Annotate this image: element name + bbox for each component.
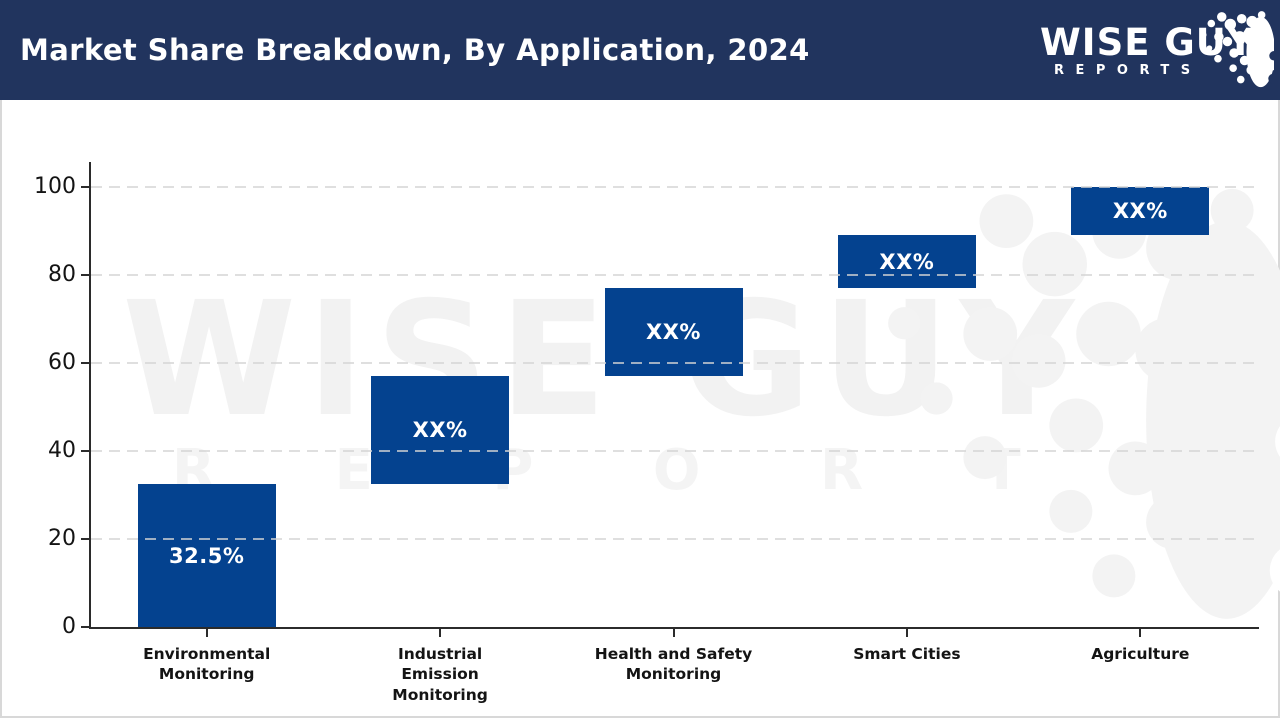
y-axis-tick-label: 100 xyxy=(34,174,76,199)
gridline-80 xyxy=(91,274,1255,276)
y-axis-tick-label: 20 xyxy=(48,526,76,551)
chart-canvas: WISE GUY R E P O R T S 0 20 40 60 80 100 32.5%… xyxy=(0,100,1280,718)
y-axis-tick-20 xyxy=(81,538,89,540)
y-axis-tick-label: 80 xyxy=(48,262,76,287)
gridline-20 xyxy=(91,538,1255,540)
x-axis-line xyxy=(89,627,1259,629)
y-axis-tick-label: 60 xyxy=(48,350,76,375)
category-label: Agriculture xyxy=(1091,645,1190,663)
y-axis-tick-100 xyxy=(81,186,89,188)
y-axis-tick-40 xyxy=(81,450,89,452)
watermark-subtext: R E P O R T S xyxy=(172,438,1231,503)
bar: XX% xyxy=(1071,187,1210,236)
x-axis-tick xyxy=(439,629,442,637)
y-axis-tick-60 xyxy=(81,362,89,364)
category-label: Health and Safety Monitoring xyxy=(594,645,753,684)
bar-value-label: XX% xyxy=(1112,199,1168,224)
x-axis-tick xyxy=(672,629,675,637)
bar-value-label: XX% xyxy=(646,320,701,345)
bar-value-label: XX% xyxy=(879,249,935,274)
y-axis-tick-80 xyxy=(81,274,89,276)
bar-value-label: XX% xyxy=(412,418,468,443)
bar: XX% xyxy=(837,235,976,289)
plot-area: 0 20 40 60 80 100 32.5% Environmental Monitorin… xyxy=(2,100,1278,716)
bar: XX% xyxy=(604,288,743,377)
y-axis-tick-label: 40 xyxy=(48,438,76,463)
x-axis-tick xyxy=(205,629,208,637)
logo-face-icon xyxy=(1200,11,1274,88)
bar: XX% xyxy=(371,376,510,484)
category-label: Smart Cities xyxy=(853,645,961,663)
logo-wordmark: WISE GUY xyxy=(1040,21,1255,64)
x-axis-tick xyxy=(1139,629,1142,637)
category-label: Environmental Monitoring xyxy=(143,645,271,684)
y-axis-line xyxy=(89,162,91,629)
chart-title: Market Share Breakdown, By Application, … xyxy=(20,33,810,67)
bar-value-label: 32.5% xyxy=(169,543,245,568)
y-axis-tick-label: 0 xyxy=(62,614,76,639)
gridline-100 xyxy=(91,186,1255,188)
x-axis-tick xyxy=(905,629,908,637)
gridline-60 xyxy=(91,362,1255,364)
header-bar: Market Share Breakdown, By Application, … xyxy=(0,0,1280,100)
category-label: Industrial Emission Monitoring xyxy=(392,645,488,704)
wise-guy-logo: WISE GUY REPORTS xyxy=(1012,8,1274,96)
logo-subtext: REPORTS xyxy=(1054,63,1202,78)
bar: 32.5% xyxy=(137,484,276,627)
gridline-40 xyxy=(91,450,1255,452)
watermark-wordmark: WISE GUY xyxy=(122,268,1085,452)
y-axis-tick-0 xyxy=(81,626,89,628)
